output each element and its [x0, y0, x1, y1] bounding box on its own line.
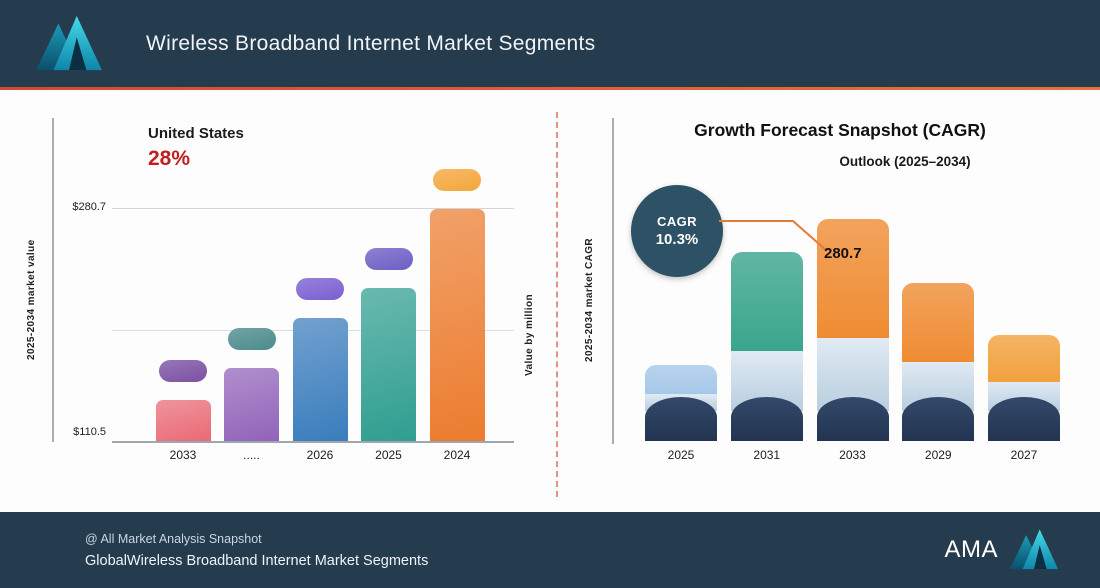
- left-chart-bar: [155, 400, 211, 441]
- right-chart-bar: [902, 283, 975, 441]
- gridline: [112, 208, 514, 209]
- right-chart-bar-top: [645, 365, 717, 394]
- left-chart-x-label: .....: [243, 448, 260, 462]
- left-chart-bar: [224, 368, 279, 441]
- right-chart-bar-base: [902, 397, 975, 441]
- footer-bar: @ All Market Analysis Snapshot GlobalWir…: [0, 512, 1100, 588]
- right-chart-bar-base: [645, 397, 717, 441]
- left-chart-bar: [429, 209, 485, 441]
- left-chart-x-axis: [112, 441, 514, 443]
- left-chart-x-label: 2026: [306, 448, 334, 462]
- value-by-million-label: Value by million: [524, 294, 535, 376]
- forecast-title: Growth Forecast Snapshot (CAGR): [694, 120, 986, 140]
- right-chart-bar-top: [816, 219, 889, 338]
- forecast-bar-chart: 2025 2031 2033 2029 2027: [620, 90, 1090, 490]
- left-chart-x-label: 2033: [169, 448, 197, 462]
- callout-connector-line: [719, 220, 828, 252]
- right-chart-bar: [645, 365, 717, 441]
- right-chart-y-axis: [612, 118, 614, 444]
- footer-title: GlobalWireless Broadband Internet Market…: [85, 552, 429, 569]
- right-chart-bar-base: [816, 397, 889, 441]
- cagr-badge-label: CAGR: [657, 214, 697, 229]
- right-chart-bar-base: [730, 397, 803, 441]
- footer-brand: AMA: [944, 528, 1060, 572]
- header-accent-line: [0, 87, 1100, 90]
- left-chart-x-label: 2024: [443, 448, 471, 462]
- right-chart-x-label: 2025: [667, 448, 695, 462]
- footer-brand-text: AMA: [944, 536, 998, 563]
- footer-text-block: @ All Market Analysis Snapshot GlobalWir…: [85, 532, 428, 569]
- left-chart-bar-cap: [227, 328, 276, 350]
- right-chart-bar-top: [730, 252, 803, 351]
- right-chart-x-label: 2029: [924, 448, 952, 462]
- left-chart-y-axis: [52, 118, 54, 442]
- brand-logo-icon: [34, 14, 104, 74]
- us-market-bar-chart: 2033..... 2026 2025 2024: [112, 90, 514, 490]
- right-chart-bar: [988, 335, 1060, 441]
- footer-note: @ All Market Analysis Snapshot: [85, 531, 262, 546]
- cagr-badge: CAGR 10.3%: [631, 185, 723, 277]
- left-chart-x-label: 2025: [375, 448, 402, 462]
- right-chart-y-axis-label: 2025-2034 market CAGR: [584, 237, 595, 363]
- left-chart-bar: [361, 288, 416, 441]
- left-chart-bar-cap: [433, 169, 481, 191]
- y-tick-bottom: $110.5: [73, 426, 106, 438]
- right-chart-bar-base: [988, 397, 1060, 441]
- peak-value-label: 280.7: [824, 245, 862, 262]
- right-chart-bar: [816, 219, 889, 441]
- y-tick-top: $280.7: [72, 201, 106, 213]
- left-chart-bar-cap: [364, 248, 413, 270]
- left-chart-bar-cap: [159, 360, 207, 382]
- content-area: United States 28% 2025-2034 market value…: [0, 90, 1100, 512]
- page-title: Wireless Broadband Internet Market Segme…: [146, 31, 596, 55]
- right-chart-bar: [730, 252, 803, 441]
- region-label: United States: [148, 125, 244, 142]
- header-bar: Wireless Broadband Internet Market Segme…: [0, 0, 1100, 87]
- footer-logo-icon: [1008, 528, 1060, 572]
- forecast-subtitle: Outlook (2025–2034): [839, 154, 971, 169]
- right-chart-x-label: 2027: [1010, 448, 1038, 462]
- left-chart-bar-cap: [296, 278, 344, 300]
- right-chart-x-label: 2033: [839, 448, 866, 462]
- growth-percent: 28%: [148, 147, 191, 170]
- right-chart-x-label: 2031: [753, 448, 781, 462]
- right-chart-bar-top: [988, 335, 1060, 382]
- panel-divider: [556, 112, 558, 497]
- left-chart-y-axis-label: 2025-2034 market value: [26, 239, 37, 361]
- right-chart-bar-top: [902, 283, 975, 362]
- cagr-badge-value: 10.3%: [655, 231, 699, 248]
- left-chart-bar: [292, 318, 348, 441]
